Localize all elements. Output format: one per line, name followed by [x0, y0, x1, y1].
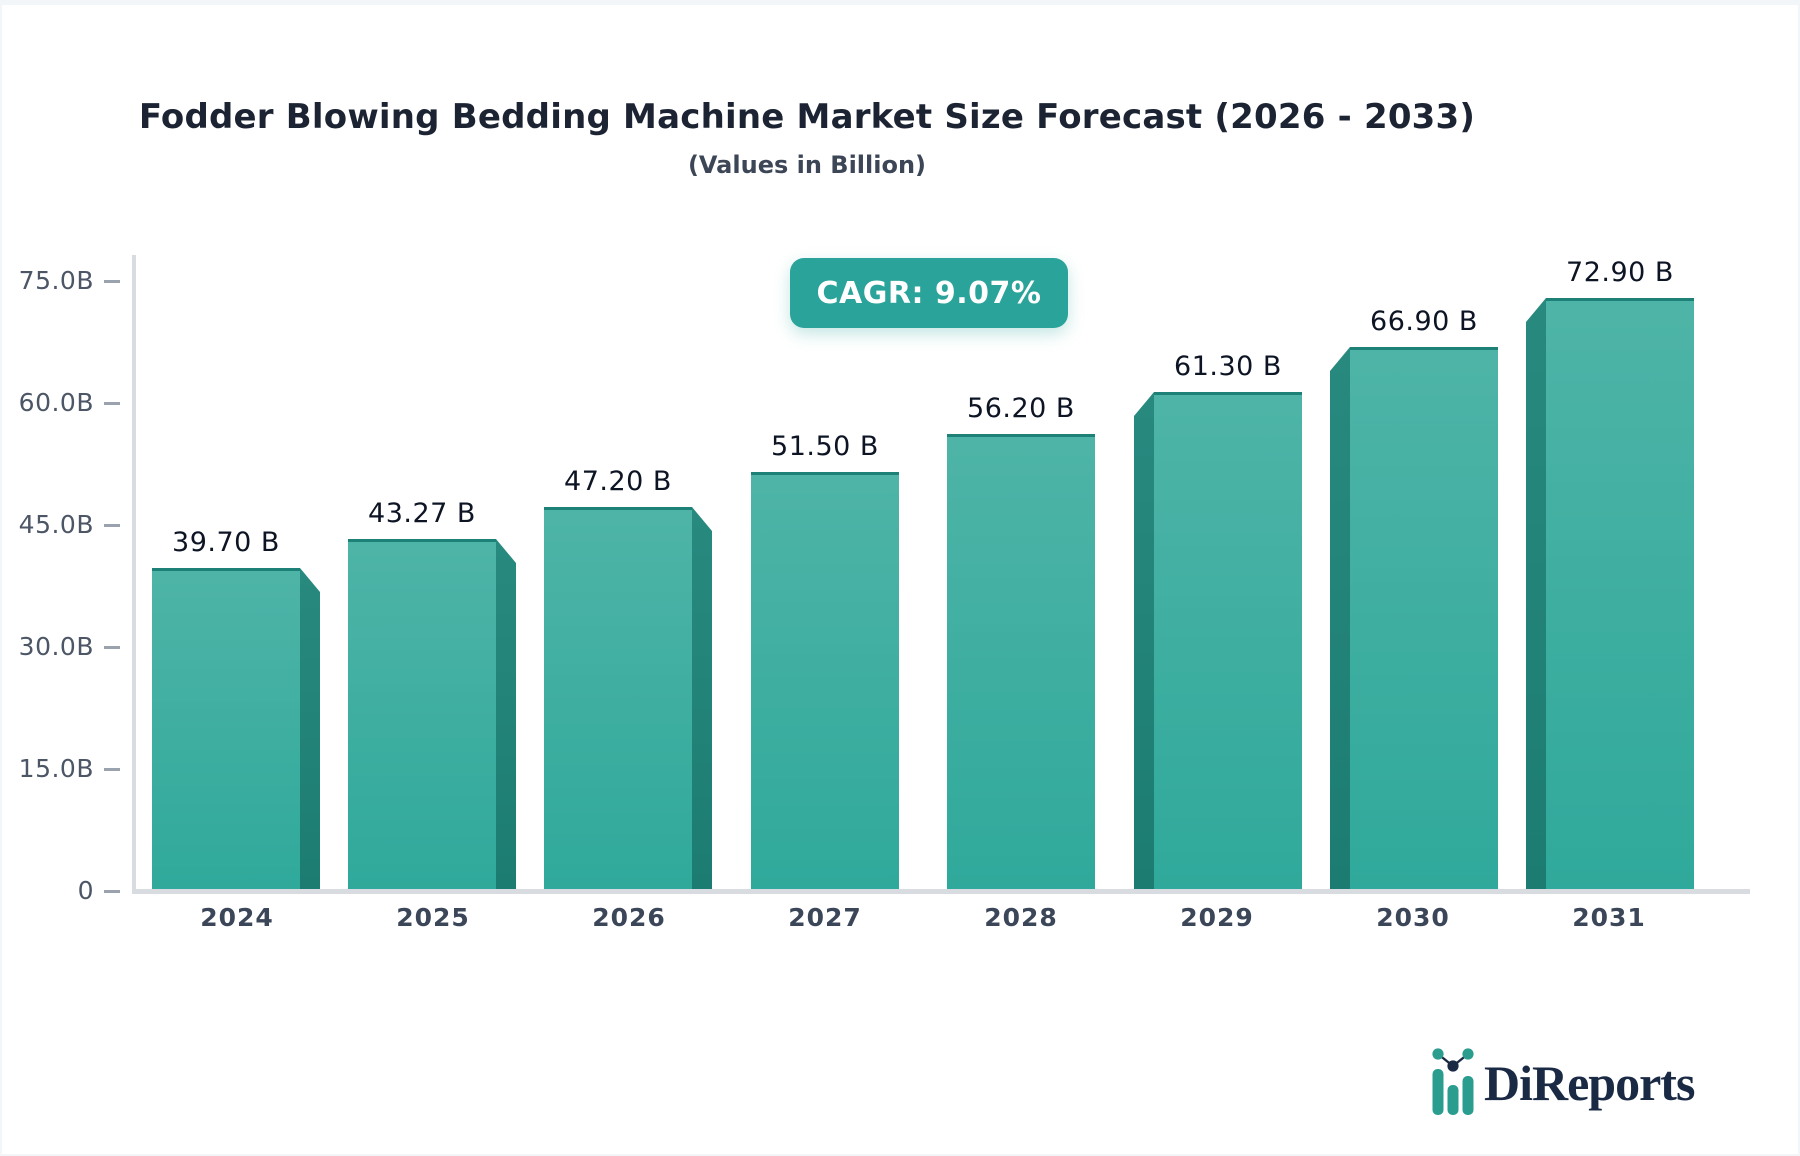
bar-face [947, 434, 1095, 891]
bar-3d-side [496, 539, 516, 891]
bar-value-label: 39.70 B [172, 527, 280, 558]
bar-value-label: 72.90 B [1566, 257, 1674, 288]
bar-2028[interactable]: 56.20 B [947, 393, 1095, 891]
y-axis-label: 0 [77, 876, 94, 905]
y-axis-label: 45.0B [18, 510, 94, 539]
bar-3d-side [1526, 298, 1546, 891]
x-axis-label-2031: 2031 [1572, 903, 1646, 932]
y-axis-tick [104, 889, 120, 893]
x-axis-label-2030: 2030 [1376, 903, 1450, 932]
chart-title: Fodder Blowing Bedding Machine Market Si… [138, 97, 1476, 137]
bar-face [544, 507, 692, 891]
x-axis-label-2027: 2027 [788, 903, 862, 932]
y-axis-line [132, 255, 136, 894]
bar-2025[interactable]: 43.27 B [348, 498, 516, 891]
bar-3d-side [1134, 392, 1154, 891]
direports-logo-icon [1432, 1048, 1474, 1115]
y-axis-tick [104, 523, 120, 527]
bar-2026[interactable]: 47.20 B [544, 466, 712, 891]
bar-3d-side [1330, 347, 1350, 891]
bar-face [348, 539, 496, 891]
y-axis-tick [104, 401, 120, 405]
bar-2029[interactable]: 61.30 B [1134, 351, 1302, 891]
y-axis-label: 15.0B [18, 754, 94, 783]
bar-value-label: 66.90 B [1370, 306, 1478, 337]
y-axis-tick [104, 767, 120, 771]
bar-value-label: 61.30 B [1174, 351, 1282, 382]
y-axis-label: 75.0B [18, 266, 94, 295]
bar-value-label: 51.50 B [771, 431, 879, 462]
y-axis-label: 30.0B [18, 632, 94, 661]
bar-2031[interactable]: 72.90 B [1526, 257, 1694, 891]
bar-value-label: 47.20 B [564, 466, 672, 497]
x-axis-label-2028: 2028 [984, 903, 1058, 932]
x-axis-label-2026: 2026 [592, 903, 666, 932]
chart-subtitle: (Values in Billion) [687, 151, 927, 179]
bar-3d-side [692, 507, 712, 891]
y-axis-tick [104, 279, 120, 283]
bar-3d-side [300, 568, 320, 891]
x-axis-label-2029: 2029 [1180, 903, 1254, 932]
x-axis-label-2024: 2024 [200, 903, 274, 932]
y-axis-tick [104, 645, 120, 649]
bar-face [1154, 392, 1302, 891]
y-axis-label: 60.0B [18, 388, 94, 417]
bar-2030[interactable]: 66.90 B [1330, 306, 1498, 891]
bar-2024[interactable]: 39.70 B [152, 527, 320, 891]
bar-face [1546, 298, 1694, 891]
x-axis-baseline [132, 889, 1750, 894]
bar-value-label: 56.20 B [967, 393, 1075, 424]
cagr-badge: CAGR: 9.07% [790, 258, 1068, 328]
direports-logo: DiReports [1430, 1041, 1720, 1121]
bar-face [152, 568, 300, 891]
bar-2027[interactable]: 51.50 B [751, 431, 899, 891]
direports-logo-text: DiReports [1484, 1055, 1695, 1111]
bar-value-label: 43.27 B [368, 498, 476, 529]
bar-face [1350, 347, 1498, 891]
x-axis-label-2025: 2025 [396, 903, 470, 932]
bar-face [751, 472, 899, 891]
